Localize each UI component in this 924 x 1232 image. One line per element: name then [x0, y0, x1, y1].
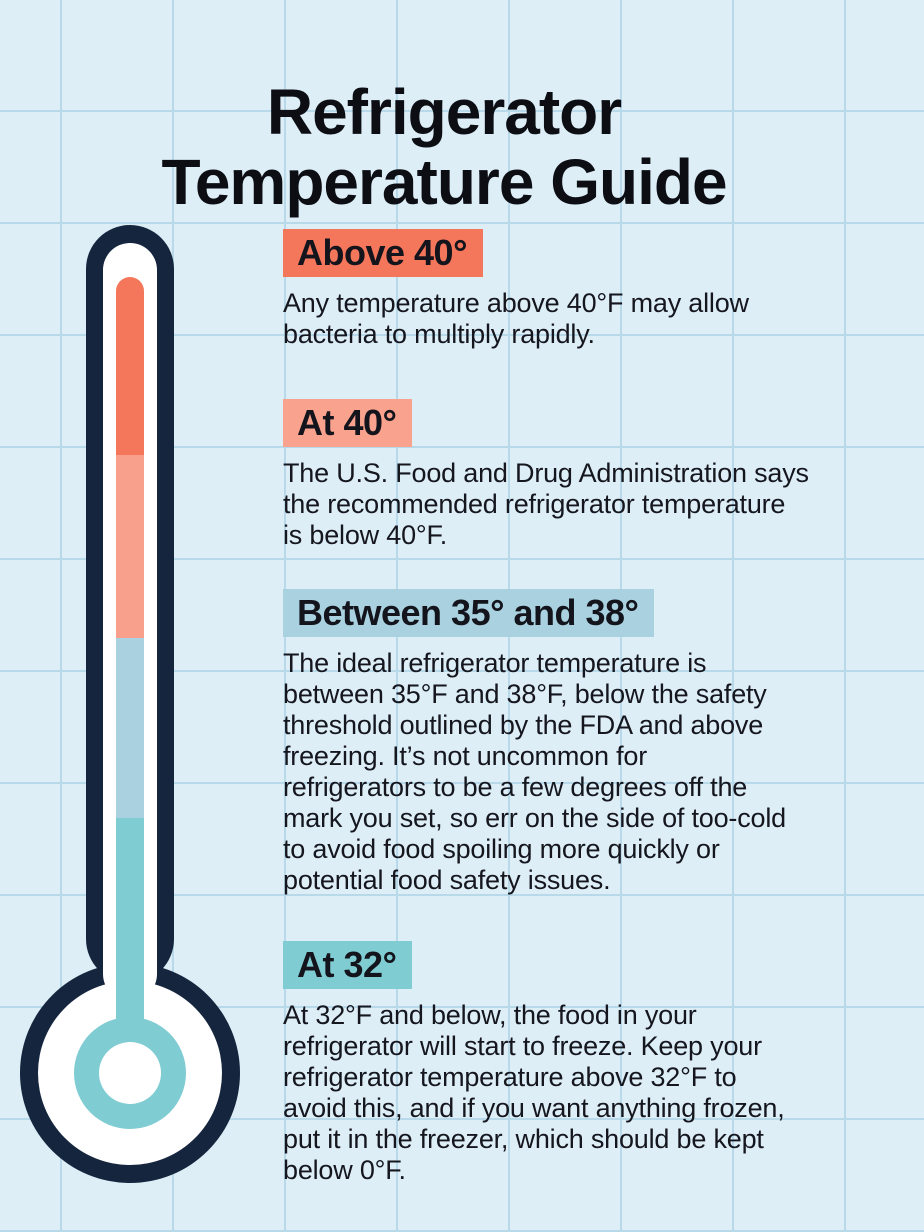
thermometer-segment-between-35-38 — [116, 638, 144, 818]
section-body-above-40: Any temperature above 40°F may allow bac… — [283, 288, 749, 349]
section-between-35-38: Between 35° and 38° The ideal refrigerat… — [283, 589, 923, 896]
section-header-at-32: At 32° — [283, 941, 413, 989]
thermometer-segment-above-40 — [116, 277, 144, 469]
section-body-at-40: The U.S. Food and Drug Administration sa… — [283, 458, 809, 550]
thermometer-inner-stem — [103, 243, 157, 1001]
thermometer-segment-at-40 — [116, 455, 144, 638]
section-header-between-35-38: Between 35° and 38° — [283, 589, 655, 637]
section-body-at-32: At 32°F and below, the food in your refr… — [283, 1000, 785, 1185]
section-header-at-40: At 40° — [283, 399, 413, 447]
section-at-40: At 40° The U.S. Food and Drug Administra… — [283, 399, 923, 551]
thermometer-bulb-hole — [99, 1042, 161, 1104]
thermometer-bulb-liquid — [74, 1017, 186, 1129]
section-at-32: At 32° At 32°F and below, the food in yo… — [283, 941, 923, 1186]
section-header-above-40: Above 40° — [283, 229, 483, 277]
section-body-between-35-38: The ideal refrigerator temperature is be… — [283, 648, 786, 895]
section-above-40: Above 40° Any temperature above 40°F may… — [283, 229, 923, 350]
thermometer-inner-bulb — [38, 981, 222, 1165]
thermometer-segment-at-32 — [116, 818, 144, 1080]
thermometer-outline-stem — [86, 225, 174, 983]
page-title: Refrigerator Temperature Guide — [161, 75, 727, 218]
thermometer-outline-bulb — [20, 963, 240, 1183]
